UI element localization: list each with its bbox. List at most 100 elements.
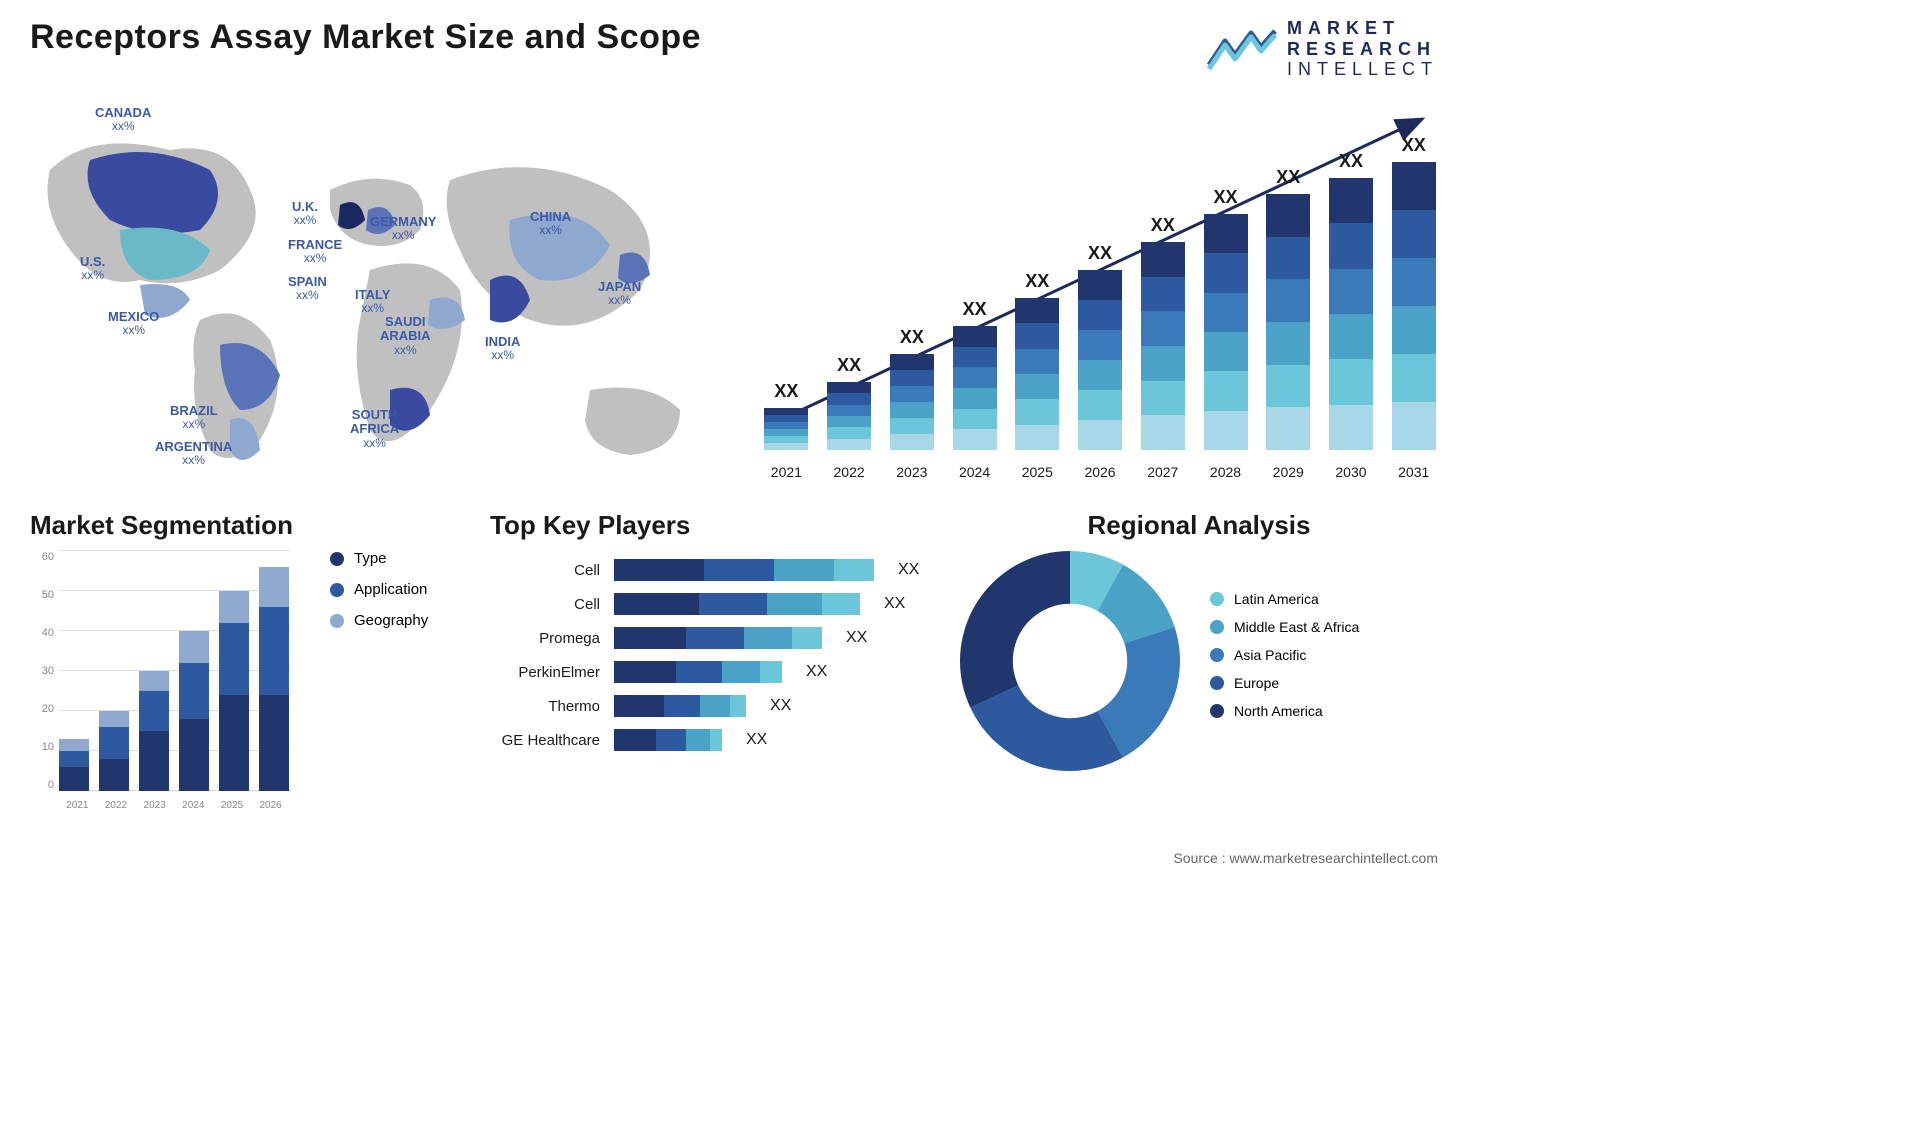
country-label: SPAINxx% xyxy=(288,275,327,302)
player-row: PromegaXX xyxy=(490,627,920,649)
growth-bar: XX xyxy=(1011,271,1064,450)
country-label: CANADAxx% xyxy=(95,106,151,133)
country-label: ITALYxx% xyxy=(355,288,390,315)
x-tick: 2029 xyxy=(1262,464,1315,480)
country-label: U.K.xx% xyxy=(292,200,318,227)
players-panel: Top Key Players CellXXCellXXPromegaXXPer… xyxy=(490,510,920,840)
player-bar xyxy=(614,559,874,581)
country-label: CHINAxx% xyxy=(530,210,571,237)
player-row: Thermo XX xyxy=(490,695,920,717)
legend-item: Europe xyxy=(1210,675,1359,691)
player-value: XX xyxy=(846,629,867,647)
player-bar xyxy=(614,729,722,751)
seg-bar xyxy=(59,739,89,791)
growth-bar: XX xyxy=(760,381,813,450)
country-label: SOUTHAFRICAxx% xyxy=(350,408,399,450)
country-label: MEXICOxx% xyxy=(108,310,159,337)
legend-item: Middle East & Africa xyxy=(1210,619,1359,635)
player-bar xyxy=(614,661,782,683)
legend-item: Type xyxy=(330,550,428,567)
legend-item: North America xyxy=(1210,703,1359,719)
segmentation-legend: Type Application Geography xyxy=(330,550,428,643)
player-value: XX xyxy=(898,561,919,579)
player-value: XX xyxy=(770,697,791,715)
legend-item: Geography xyxy=(330,612,428,629)
legend-item: Asia Pacific xyxy=(1210,647,1359,663)
world-map: CANADAxx% U.S.xx% MEXICOxx% BRAZILxx% ARGENT… xyxy=(30,90,730,480)
x-tick: 2024 xyxy=(948,464,1001,480)
regional-panel: Regional Analysis Latin America Middle Ea… xyxy=(960,510,1438,840)
bar-value: XX xyxy=(1402,135,1426,156)
country-label: SAUDIARABIAxx% xyxy=(380,315,431,357)
player-bar xyxy=(614,627,822,649)
country-label: ARGENTINAxx% xyxy=(155,440,232,467)
brand-text: MARKET RESEARCH INTELLECT xyxy=(1287,18,1438,80)
player-value: XX xyxy=(806,663,827,681)
bar-value: XX xyxy=(1214,187,1238,208)
growth-bar: XX xyxy=(823,355,876,450)
player-name: Thermo xyxy=(490,698,600,715)
country-label: GERMANYxx% xyxy=(370,215,436,242)
player-row: Cell XX xyxy=(490,559,920,581)
player-name: Cell xyxy=(490,596,600,613)
x-tick: 2026 xyxy=(1074,464,1127,480)
page-title: Receptors Assay Market Size and Scope xyxy=(30,18,701,57)
players-list: CellXXCellXXPromegaXXPerkinElmerXXThermo… xyxy=(490,559,920,751)
growth-bar: XX xyxy=(1262,167,1315,450)
segmentation-panel: Market Segmentation 6050403020100 202120… xyxy=(30,510,450,840)
bar-value: XX xyxy=(1339,151,1363,172)
x-tick: 2031 xyxy=(1387,464,1440,480)
country-label: FRANCExx% xyxy=(288,238,342,265)
player-bar xyxy=(614,695,746,717)
bar-value: XX xyxy=(1088,243,1112,264)
segmentation-chart: 6050403020100 202120222023202420252026 xyxy=(30,551,290,811)
growth-bar: XX xyxy=(1136,215,1189,450)
player-bar xyxy=(614,593,860,615)
growth-bar: XX xyxy=(948,299,1001,450)
country-label: BRAZILxx% xyxy=(170,404,218,431)
seg-bar xyxy=(259,567,289,791)
player-name: PerkinElmer xyxy=(490,664,600,681)
legend-item: Application xyxy=(330,581,428,598)
player-value: XX xyxy=(746,731,767,749)
bar-value: XX xyxy=(1151,215,1175,236)
player-row: CellXX xyxy=(490,593,920,615)
regional-title: Regional Analysis xyxy=(960,510,1438,541)
segmentation-title: Market Segmentation xyxy=(30,510,450,541)
seg-bar xyxy=(179,631,209,791)
growth-bar: XX xyxy=(1387,135,1440,450)
seg-bar xyxy=(219,591,249,791)
growth-chart: XX XX XX XX XX XX XX XX XX XX XX 2021 2022 2023 2024 2… xyxy=(760,100,1440,480)
seg-bar xyxy=(99,711,129,791)
x-tick: 2023 xyxy=(885,464,938,480)
legend-item: Latin America xyxy=(1210,591,1359,607)
source-text: Source : www.marketresearchintellect.com xyxy=(1173,850,1438,866)
brand-mark-icon xyxy=(1207,27,1277,71)
x-tick: 2025 xyxy=(1011,464,1064,480)
bar-value: XX xyxy=(837,355,861,376)
x-tick: 2027 xyxy=(1136,464,1189,480)
player-row: PerkinElmer XX xyxy=(490,661,920,683)
brand-logo: MARKET RESEARCH INTELLECT xyxy=(1207,18,1438,80)
player-name: Cell xyxy=(490,562,600,579)
regional-donut xyxy=(960,551,1180,771)
x-tick: 2030 xyxy=(1325,464,1378,480)
seg-bar xyxy=(139,671,169,791)
bar-value: XX xyxy=(900,327,924,348)
regional-legend: Latin America Middle East & Africa Asia Pa… xyxy=(1210,591,1359,731)
x-tick: 2022 xyxy=(823,464,876,480)
growth-bar: XX xyxy=(1074,243,1127,450)
country-label: U.S.xx% xyxy=(80,255,105,282)
country-label: JAPANxx% xyxy=(598,280,641,307)
players-title: Top Key Players xyxy=(490,510,920,541)
x-tick: 2021 xyxy=(760,464,813,480)
growth-bar: XX xyxy=(1199,187,1252,450)
player-name: GE Healthcare xyxy=(490,732,600,749)
player-row: GE Healthcare XX xyxy=(490,729,920,751)
bar-value: XX xyxy=(1025,271,1049,292)
growth-bar: XX xyxy=(885,327,938,450)
bar-value: XX xyxy=(1276,167,1300,188)
bar-value: XX xyxy=(963,299,987,320)
growth-bar: XX xyxy=(1325,151,1378,450)
country-label: INDIAxx% xyxy=(485,335,520,362)
